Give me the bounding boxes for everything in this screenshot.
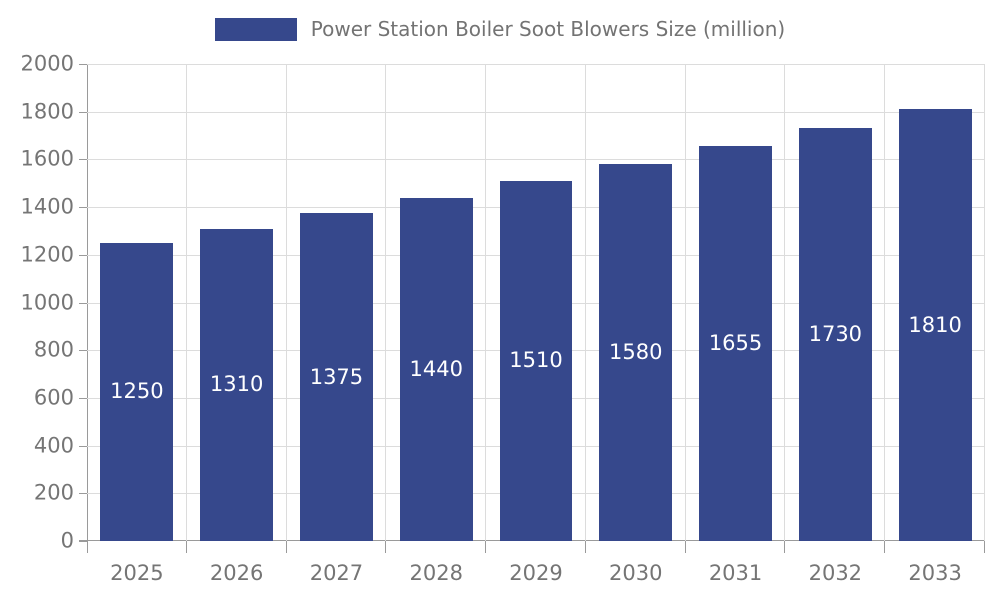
x-tick-mark (884, 541, 886, 553)
y-tick-label: 0 (60, 528, 74, 553)
bar[interactable]: 1730 (798, 128, 872, 541)
x-axis-label: 2028 (409, 561, 463, 585)
bar-value-label: 1440 (409, 356, 463, 381)
y-tick-mark (79, 541, 87, 542)
chart-title: Power Station Boiler Soot Blowers Size (… (310, 17, 786, 41)
bar-value-label: 1730 (808, 322, 863, 347)
y-tick-label: 1000 (20, 290, 74, 314)
y-tick-mark (79, 350, 87, 352)
y-tick-label: 1400 (20, 194, 74, 219)
legend[interactable]: Power Station Boiler Soot Blowers Size (… (0, 17, 1000, 41)
y-tick-mark (79, 397, 87, 399)
x-grid-line (584, 64, 586, 541)
x-axis-label: 2032 (808, 561, 863, 585)
bar-value-label: 1310 (209, 372, 264, 397)
y-tick-label: 1200 (20, 242, 74, 267)
y-tick-label: 1600 (20, 146, 74, 171)
y-tick-mark (79, 254, 87, 256)
x-axis-label: 2029 (509, 561, 563, 585)
y-tick-mark (79, 111, 87, 113)
y-grid-line (87, 64, 985, 65)
x-grid-line (984, 64, 985, 541)
x-axis-label: 2026 (209, 561, 264, 585)
bar[interactable]: 1310 (200, 228, 274, 541)
x-axis-label: 2031 (708, 561, 763, 585)
y-tick-label: 600 (33, 385, 74, 410)
x-tick-mark (684, 541, 686, 553)
bar-value-label: 1810 (908, 312, 962, 337)
x-axis-label: 2030 (609, 561, 663, 585)
y-tick-label: 400 (33, 433, 74, 458)
x-tick-mark (584, 541, 586, 553)
x-grid-line (385, 64, 387, 541)
bar[interactable]: 1510 (499, 180, 573, 541)
x-tick-mark (285, 541, 287, 553)
y-tick-mark (79, 493, 87, 495)
y-tick-mark (79, 302, 87, 304)
y-tick-mark (79, 64, 87, 65)
x-grid-line (185, 64, 187, 541)
bar[interactable]: 1810 (898, 109, 972, 541)
y-tick-label: 200 (33, 480, 74, 505)
y-tick-mark (79, 207, 87, 209)
bar[interactable]: 1440 (399, 197, 473, 541)
legend-swatch[interactable] (214, 17, 297, 41)
bar[interactable]: 1375 (300, 213, 373, 541)
x-tick-mark (185, 541, 187, 553)
bar-value-label: 1250 (110, 379, 164, 404)
y-tick-mark (79, 159, 87, 161)
x-tick-mark (784, 541, 786, 553)
y-tick-label: 800 (33, 337, 74, 362)
bar[interactable]: 1580 (599, 164, 673, 541)
bar-value-label: 1580 (609, 340, 663, 365)
plot-area: 0 200 400 600 800 1000 1200 1400 1600 1800 2000 125… (21, 53, 985, 584)
y-tick-label: 1800 (20, 99, 74, 124)
y-grid-line (87, 159, 985, 161)
x-tick-mark (385, 541, 387, 553)
bar-value-label: 1510 (509, 348, 563, 373)
y-axis-line (87, 64, 88, 553)
bar[interactable]: 1655 (699, 146, 772, 541)
x-tick-mark (485, 541, 487, 553)
x-axis-label: 2027 (309, 561, 364, 585)
x-tick-mark (87, 541, 88, 553)
x-grid-line (285, 64, 287, 541)
x-axis-label: 2033 (908, 561, 962, 585)
y-tick-mark (79, 445, 87, 447)
x-grid-line (884, 64, 886, 541)
x-grid-line (485, 64, 487, 541)
bar-value-label: 1375 (309, 364, 364, 389)
bar[interactable]: 1250 (100, 242, 174, 541)
x-tick-mark (984, 541, 985, 553)
x-grid-line (684, 64, 686, 541)
y-grid-line (87, 111, 985, 113)
bar-value-label: 1655 (708, 331, 763, 356)
y-tick-label: 2000 (20, 51, 74, 76)
x-grid-line (784, 64, 786, 541)
x-axis-label: 2025 (110, 561, 164, 585)
